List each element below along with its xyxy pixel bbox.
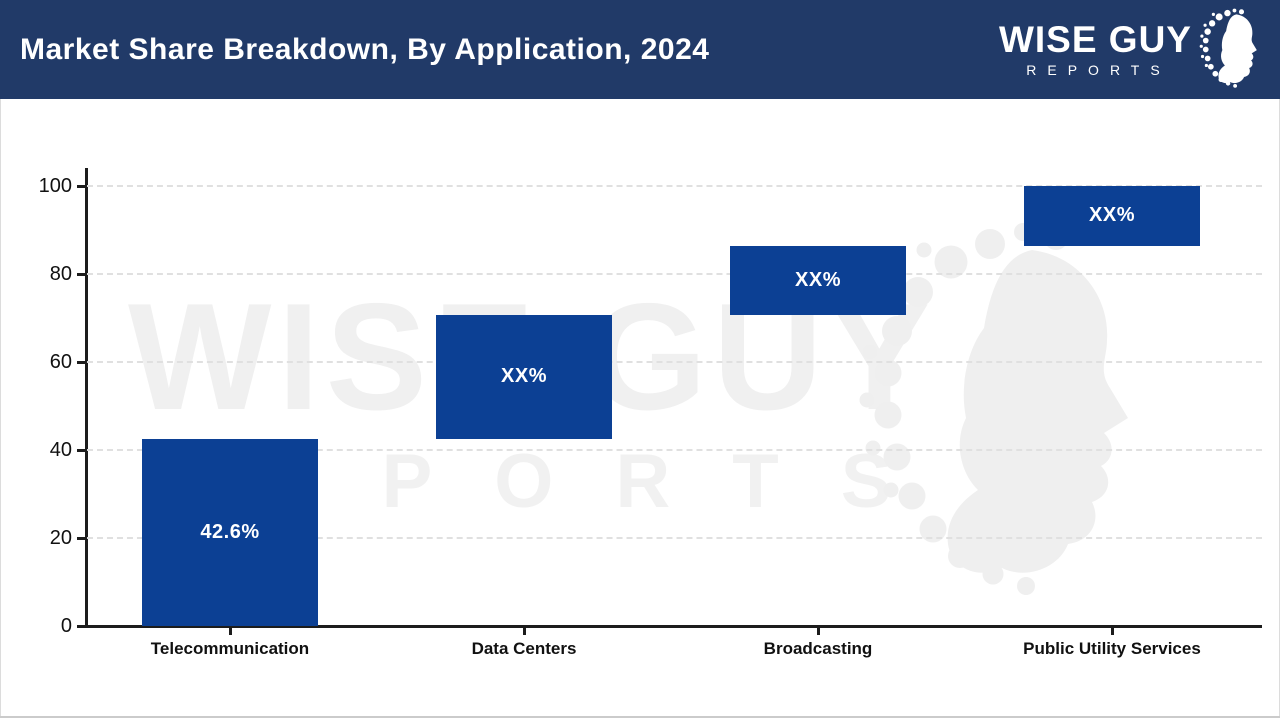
x-axis-category-label: Broadcasting xyxy=(763,639,873,658)
bar-value-label: XX% xyxy=(501,365,547,388)
y-axis-tick xyxy=(77,185,86,188)
logo-wiseguy-label: WISE GUY xyxy=(998,19,1192,60)
y-axis-tick xyxy=(77,273,86,276)
bar-value-label: XX% xyxy=(795,268,841,291)
wise-guy-reports-logo: WISE GUY REPORTS xyxy=(999,8,1262,91)
gridline xyxy=(87,361,1262,363)
panel-border-bottom xyxy=(0,716,1280,718)
y-axis-tick-label: 20 xyxy=(49,527,72,549)
x-axis-tick xyxy=(1111,627,1114,635)
panel-border-left xyxy=(0,99,1,716)
page-title: Market Share Breakdown, By Application, … xyxy=(20,32,710,66)
bar: XX% xyxy=(730,245,906,315)
title-banner: Market Share Breakdown, By Application, … xyxy=(0,0,1280,99)
gridline xyxy=(87,273,1262,275)
y-axis-tick-label: 100 xyxy=(38,175,72,197)
x-axis-tick xyxy=(229,627,232,635)
y-axis-tick-label: 0 xyxy=(60,615,72,637)
logo-face-icon xyxy=(1199,8,1257,88)
x-axis-tick xyxy=(523,627,526,635)
y-axis-line xyxy=(85,168,88,628)
y-axis-tick xyxy=(77,361,86,364)
y-axis-tick-label: 40 xyxy=(49,439,72,461)
gridline xyxy=(87,537,1262,539)
y-axis-tick xyxy=(77,625,86,628)
x-axis-tick xyxy=(817,627,820,635)
x-axis-category-label: Telecommunication xyxy=(150,639,310,658)
bar: 42.6% xyxy=(142,438,318,626)
y-axis-tick-label: 60 xyxy=(49,351,72,373)
x-axis-line xyxy=(85,625,1262,628)
bar: XX% xyxy=(436,314,612,439)
x-axis-category-label: Data Centers xyxy=(471,639,577,658)
y-axis-tick xyxy=(77,449,86,452)
y-axis-tick xyxy=(77,537,86,540)
x-axis-category-label: Public Utility Services xyxy=(1023,639,1201,658)
gridline xyxy=(87,449,1262,451)
gridline xyxy=(87,185,1262,187)
bar-value-label: 42.6% xyxy=(200,520,260,543)
bar-value-label: XX% xyxy=(1089,204,1135,227)
logo-reports-label: REPORTS xyxy=(1026,62,1171,78)
bar: XX% xyxy=(1024,186,1200,246)
logo-text: WISE GUY REPORTS xyxy=(998,19,1192,79)
y-axis-tick-label: 80 xyxy=(49,263,72,285)
